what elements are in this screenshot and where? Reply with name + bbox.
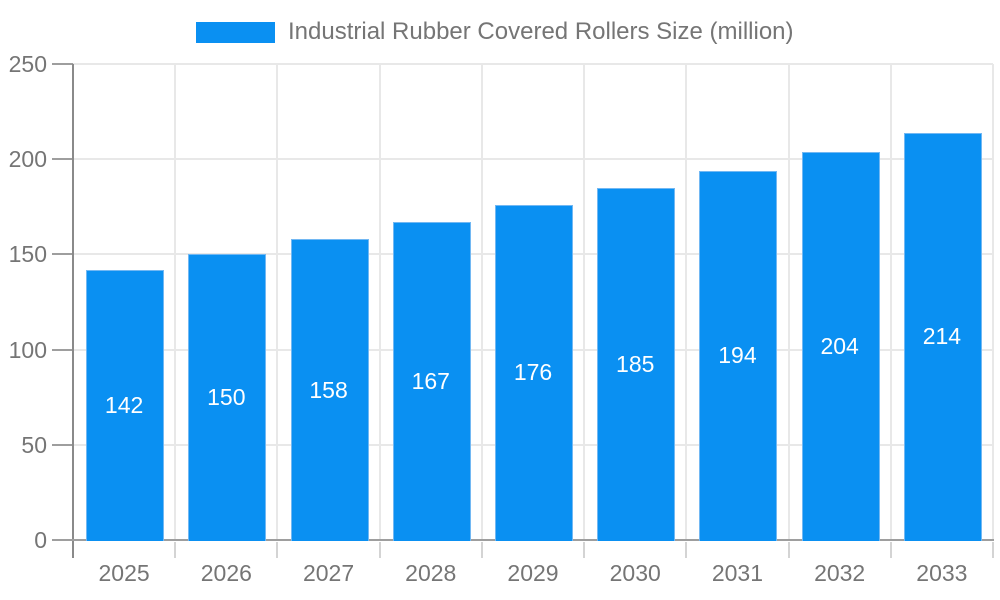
bar-value-label: 142 — [104, 391, 144, 418]
bar-value-label: 150 — [207, 384, 246, 411]
v-gridline — [583, 64, 586, 540]
bar — [903, 132, 982, 541]
x-tick — [480, 542, 483, 558]
y-tick-label: 150 — [8, 241, 47, 268]
x-tick-label: 2025 — [98, 560, 150, 586]
x-tick-label: 2027 — [302, 560, 355, 586]
bar-value-label: 194 — [718, 342, 757, 369]
x-tick-label: 2032 — [814, 560, 866, 586]
bar-value-label: 185 — [616, 350, 655, 377]
y-tick — [52, 253, 73, 256]
h-gridline — [73, 158, 993, 161]
x-tick — [276, 542, 279, 558]
x-tick — [174, 542, 177, 558]
y-tick — [52, 158, 73, 161]
bar — [290, 239, 369, 541]
y-tick-label: 250 — [8, 51, 47, 77]
x-tick — [685, 542, 688, 558]
v-gridline — [378, 64, 381, 540]
bar-value-label: 204 — [820, 332, 859, 359]
x-tick-label: 2030 — [609, 560, 661, 586]
y-tick-label: 200 — [8, 146, 47, 173]
y-tick — [52, 348, 73, 351]
x-tick-label: 2026 — [200, 560, 252, 586]
bar — [699, 170, 778, 541]
v-gridline — [276, 64, 279, 540]
y-axis-line — [72, 64, 74, 558]
bar-value-label: 214 — [922, 323, 962, 350]
legend-swatch — [196, 21, 275, 43]
x-tick-label: 2033 — [916, 560, 968, 586]
bar — [392, 222, 471, 541]
x-tick — [889, 542, 892, 558]
x-tick-label: 2031 — [711, 560, 764, 586]
x-tick — [992, 542, 994, 558]
v-gridline — [992, 64, 994, 540]
x-tick-label: 2028 — [405, 560, 457, 586]
legend-item[interactable]: Industrial Rubber Covered Rollers Size (… — [196, 18, 794, 46]
bar — [188, 254, 267, 541]
h-gridline — [73, 63, 993, 65]
x-tick — [583, 542, 586, 558]
bar-value-label: 167 — [411, 368, 450, 395]
legend-label: Industrial Rubber Covered Rollers Size (… — [288, 18, 794, 45]
y-tick — [52, 443, 73, 446]
v-gridline — [480, 64, 483, 540]
y-tick — [52, 63, 73, 65]
v-gridline — [174, 64, 177, 540]
y-tick-label: 100 — [8, 336, 47, 363]
x-tick-label: 2029 — [507, 560, 559, 586]
bar-value-label: 158 — [309, 376, 348, 403]
y-tick-label: 0 — [34, 527, 47, 553]
y-tick-label: 50 — [21, 431, 47, 458]
v-gridline — [685, 64, 688, 540]
v-gridline — [889, 64, 892, 540]
chart-legend: Industrial Rubber Covered Rollers Size (… — [196, 16, 794, 48]
x-tick — [378, 542, 381, 558]
bar — [86, 269, 165, 541]
x-tick — [787, 542, 790, 558]
bar-value-label: 176 — [513, 359, 553, 386]
bar — [495, 204, 573, 541]
bar — [801, 151, 880, 541]
bar — [597, 187, 676, 541]
v-gridline — [787, 64, 790, 540]
